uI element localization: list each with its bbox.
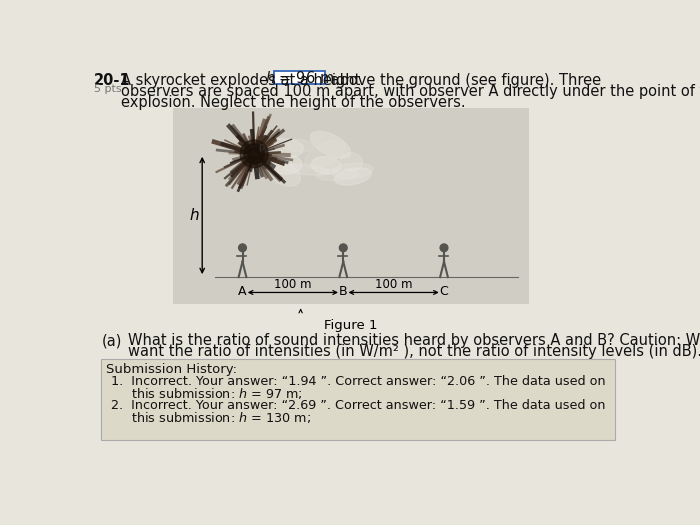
Text: A: A bbox=[238, 285, 246, 298]
Ellipse shape bbox=[258, 139, 303, 160]
Text: above the ground (see figure). Three: above the ground (see figure). Three bbox=[326, 73, 601, 88]
Ellipse shape bbox=[284, 164, 330, 175]
Text: What is the ratio of sound intensities heard by observers A and B? Caution: We: What is the ratio of sound intensities h… bbox=[128, 333, 700, 348]
Text: B: B bbox=[339, 285, 348, 298]
Ellipse shape bbox=[270, 154, 302, 174]
Text: p: p bbox=[258, 142, 265, 152]
Circle shape bbox=[240, 140, 268, 167]
Ellipse shape bbox=[335, 168, 371, 185]
Ellipse shape bbox=[284, 139, 314, 152]
Text: 20-1: 20-1 bbox=[94, 73, 130, 88]
Ellipse shape bbox=[263, 158, 300, 186]
Text: 1.  Incorrect. Your answer: “1.94 ”. Correct answer: “2.06 ”. The data used on: 1. Incorrect. Your answer: “1.94 ”. Corr… bbox=[111, 375, 606, 388]
Ellipse shape bbox=[316, 169, 358, 181]
Ellipse shape bbox=[340, 153, 363, 171]
Text: $h$ = 96 m: $h$ = 96 m bbox=[265, 70, 334, 86]
Text: this submission: $h$ = 130 m;: this submission: $h$ = 130 m; bbox=[111, 410, 311, 425]
Circle shape bbox=[340, 244, 347, 251]
Text: observers are spaced 100 m apart, with observer A directly under the point of th: observers are spaced 100 m apart, with o… bbox=[121, 84, 700, 99]
Text: 100 m: 100 m bbox=[375, 278, 412, 291]
Ellipse shape bbox=[310, 131, 351, 158]
Text: 2.  Incorrect. Your answer: “2.69 ”. Correct answer: “1.59 ”. The data used on: 2. Incorrect. Your answer: “2.69 ”. Corr… bbox=[111, 400, 606, 413]
Bar bbox=[173, 108, 529, 304]
Ellipse shape bbox=[332, 163, 373, 179]
Text: A skyrocket explodes at a height: A skyrocket explodes at a height bbox=[121, 73, 365, 88]
Ellipse shape bbox=[312, 156, 341, 174]
Text: Submission History:: Submission History: bbox=[106, 363, 237, 376]
FancyBboxPatch shape bbox=[101, 359, 615, 440]
Text: 5 pts: 5 pts bbox=[94, 84, 121, 94]
Text: explosion. Neglect the height of the observers.: explosion. Neglect the height of the obs… bbox=[121, 94, 466, 110]
Text: 100 m: 100 m bbox=[274, 278, 312, 291]
Text: $h$: $h$ bbox=[189, 207, 199, 224]
Text: want the ratio of intensities (in W/m² ), not the ratio of intensity levels (in : want the ratio of intensities (in W/m² )… bbox=[128, 344, 700, 359]
Text: this submission: $h$ = 97 m;: this submission: $h$ = 97 m; bbox=[111, 386, 302, 401]
Ellipse shape bbox=[304, 141, 345, 169]
Text: Figure 1: Figure 1 bbox=[324, 319, 378, 332]
Text: C: C bbox=[440, 285, 449, 298]
Bar bbox=[274, 71, 325, 84]
Circle shape bbox=[248, 148, 260, 160]
Circle shape bbox=[440, 244, 448, 251]
Text: (a): (a) bbox=[102, 333, 122, 348]
Circle shape bbox=[239, 244, 246, 251]
Circle shape bbox=[244, 144, 264, 164]
